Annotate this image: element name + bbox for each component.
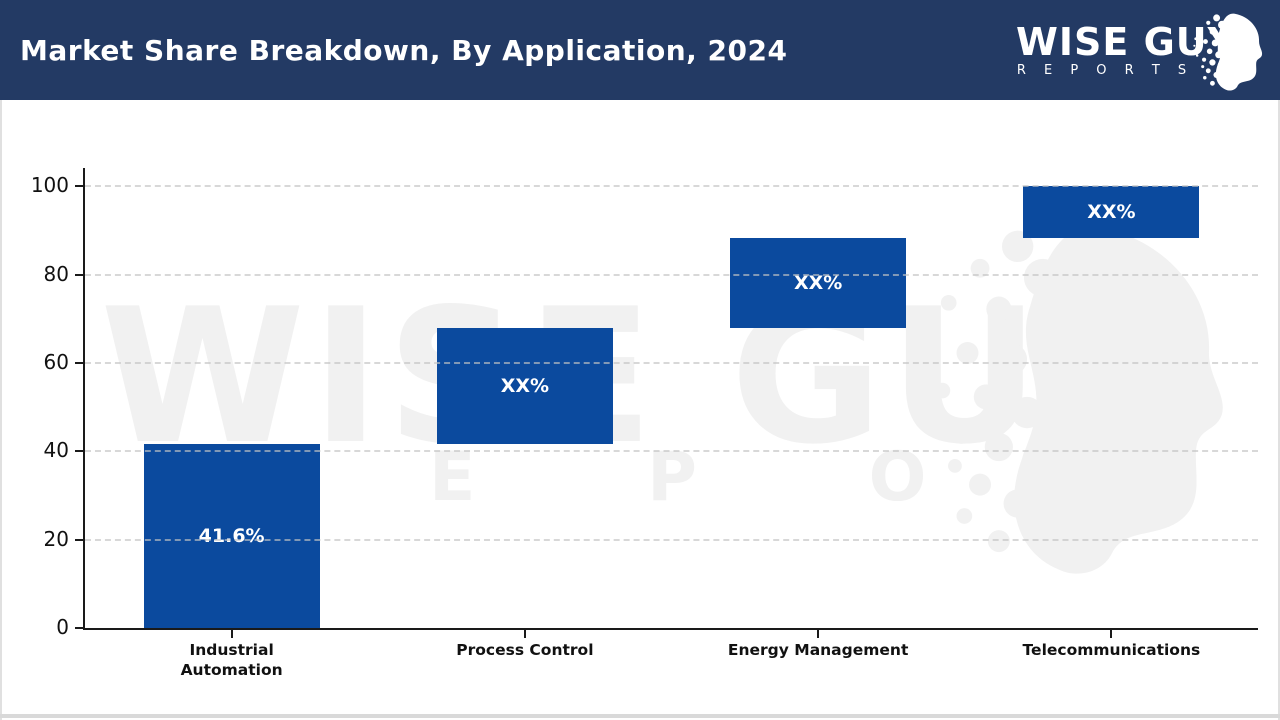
wiseguy-face-icon [1193, 13, 1263, 91]
y-tick-mark [75, 538, 83, 541]
bar-value-label: XX% [793, 271, 843, 294]
y-tick-mark [75, 185, 83, 188]
category-label-industrial-automation: Industrial Automation [180, 641, 283, 679]
x-tick-mark [817, 630, 820, 638]
bar-industrial-automation: 41.6% [143, 444, 320, 628]
y-tick-mark [75, 627, 83, 629]
y-tick-label: 100 [30, 173, 69, 198]
y-tick-mark [75, 273, 83, 276]
left-border [0, 100, 2, 720]
x-tick-mark [1110, 630, 1113, 638]
gridline [85, 362, 1258, 364]
y-tick-mark [75, 450, 83, 453]
category-label-telecommunications: Telecommunications [1022, 641, 1201, 659]
logo-text: WISE GUY R E P O R T S [1016, 20, 1237, 78]
y-tick-label: 80 [43, 261, 69, 286]
y-tick-mark [75, 362, 83, 364]
x-tick-mark [230, 630, 233, 638]
gridline [85, 538, 1258, 541]
y-tick-label: 0 [56, 615, 69, 639]
gridline [85, 185, 1258, 188]
y-tick-label: 60 [43, 350, 69, 374]
bar-energy-management: XX% [730, 238, 907, 328]
y-tick-label: 20 [43, 526, 69, 551]
watermark-face-icon [912, 226, 1223, 574]
logo-name: WISE GUY [1016, 20, 1237, 64]
wiseguy-logo: WISE GUY R E P O R T S [1016, 6, 1266, 96]
gridline [85, 450, 1258, 453]
bottom-border-band [0, 714, 1280, 718]
chart-title: Market Share Breakdown, By Application, … [20, 34, 788, 67]
bar-value-label: XX% [1087, 201, 1136, 224]
right-border [1278, 100, 1280, 720]
x-tick-mark [523, 630, 526, 638]
header-band: Market Share Breakdown, By Application, … [0, 0, 1280, 100]
category-label-process-control: Process Control [456, 641, 594, 659]
y-axis-line [83, 168, 85, 630]
bar-value-label: 41.6% [198, 525, 265, 548]
gridline [85, 273, 1258, 276]
x-axis-line [83, 628, 1258, 630]
logo-subtitle: R E P O R T S [1016, 63, 1194, 78]
y-tick-label: 40 [43, 438, 69, 463]
bar-telecommunications: XX% [1023, 186, 1200, 239]
bar-value-label: XX% [500, 374, 550, 397]
category-label-energy-management: Energy Management [727, 641, 909, 659]
bar-process-control: XX% [436, 327, 613, 445]
